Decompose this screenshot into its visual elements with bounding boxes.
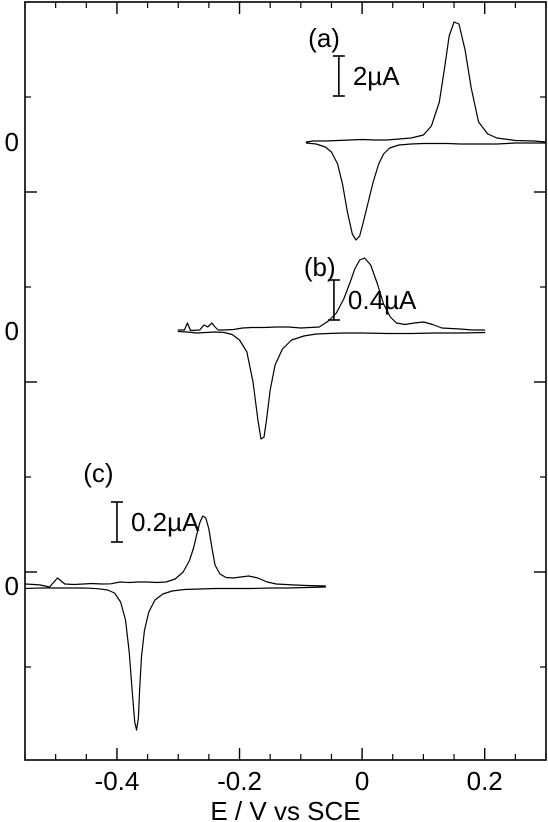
scale-bar-label-b: 0.4µA (348, 285, 417, 315)
scale-bar-label-a: 2µA (353, 61, 400, 91)
x-tick-label: -0.2 (217, 766, 262, 796)
x-tick-label: -0.4 (95, 766, 140, 796)
curve-a-cathodic (306, 143, 546, 240)
curve-b-cathodic (178, 332, 484, 440)
panel-label-b: (b) (304, 252, 336, 282)
y-zero-label: 0 (5, 127, 19, 157)
scale-bar-label-c: 0.2µA (131, 507, 200, 537)
x-tick-label: 0 (355, 766, 369, 796)
panel-label-a: (a) (308, 23, 340, 53)
x-axis-label: E / V vs SCE (210, 796, 360, 822)
plot-border (25, 2, 546, 760)
curve-a-anodic (306, 22, 546, 142)
y-zero-label: 0 (5, 571, 19, 601)
curve-c-cathodic (25, 587, 325, 730)
y-zero-label: 0 (5, 316, 19, 346)
x-tick-label: 0.2 (467, 766, 503, 796)
panel-label-c: (c) (83, 458, 113, 488)
